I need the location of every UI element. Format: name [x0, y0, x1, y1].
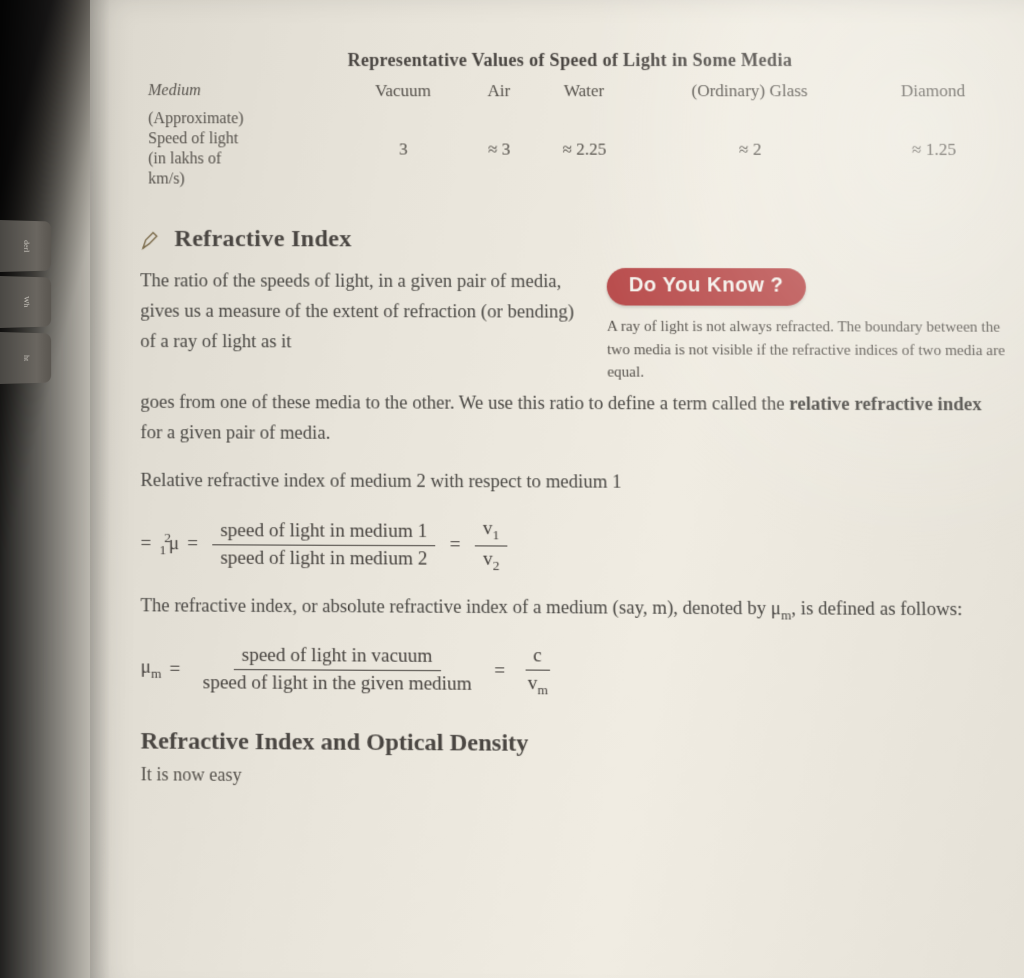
- section-heading-refractive-index: Refractive Index: [140, 226, 1005, 255]
- eq-sign-1: =: [187, 533, 198, 555]
- speed-of-light-table-wrap: Representative Values of Speed of Light …: [140, 50, 1004, 195]
- continued-b: for a given pair of media.: [140, 423, 330, 444]
- row-label-kms: km/s): [148, 170, 185, 187]
- right-column-callout: Do You Know ? A ray of light is not alwa…: [606, 268, 1007, 385]
- mu-m-symbol: μm: [141, 656, 162, 681]
- relative-ri-intro: Relative refractive index of medium 2 wi…: [140, 465, 1009, 499]
- table-header-row: Medium Vacuum Air Water (Ordinary) Glass…: [140, 77, 1003, 105]
- callout-body-text: A ray of light is not always refracted. …: [607, 316, 1007, 386]
- denominator-words-2: speed of light in the given medium: [195, 670, 481, 698]
- section-title-text: Refractive Index: [174, 226, 351, 254]
- row-label-speed-text: Speed of light: [148, 130, 238, 147]
- left-column-para: The ratio of the speeds of light, in a g…: [140, 267, 578, 359]
- numerator-words: speed of light in medium 1: [212, 518, 435, 546]
- numerator-v1: v1: [475, 516, 508, 547]
- mu-symbol: 12μ: [159, 530, 179, 559]
- v1-sub: 1: [492, 527, 499, 542]
- row-label-speed: (Approximate) Speed of light (in lakhs o…: [140, 105, 341, 194]
- mu-letter-2: μ: [141, 656, 151, 678]
- numerator-words-2: speed of light in vacuum: [234, 643, 441, 672]
- abs-intro-a: The refractive index, or absolute refrac…: [141, 596, 782, 619]
- mu-m-sub-2: m: [151, 666, 161, 681]
- trailing-cutoff-text: It is now easy: [141, 764, 1014, 791]
- absolute-ri-intro: The refractive index, or absolute refrac…: [141, 591, 1011, 627]
- col-diamond: Diamond: [864, 77, 1003, 105]
- fraction-v1-v2: v1 v2: [475, 516, 508, 576]
- continued-paragraph: goes from one of these media to the othe…: [140, 387, 1008, 452]
- abs-intro-b: , is defined as follows:: [791, 599, 962, 620]
- spine-tab: Wh: [0, 276, 51, 328]
- table-value-row: (Approximate) Speed of light (in lakhs o…: [140, 105, 1004, 194]
- continued-a: goes from one of these media to the othe…: [140, 392, 789, 414]
- term-relative-refractive-index: relative refractive index: [789, 394, 982, 415]
- spine-tab: derl: [0, 220, 51, 272]
- denominator-vm: vm: [519, 670, 556, 700]
- v2-sub: 2: [493, 557, 500, 572]
- pencil-icon: [140, 228, 162, 250]
- speed-of-light-table: Medium Vacuum Air Water (Ordinary) Glass…: [140, 77, 1004, 194]
- spine-tab: ht: [0, 332, 51, 384]
- vm-sub: m: [537, 681, 548, 696]
- do-you-know-badge: Do You Know ?: [606, 268, 806, 306]
- col-glass: (Ordinary) Glass: [636, 77, 864, 105]
- two-column-block: The ratio of the speeds of light, in a g…: [140, 267, 1007, 385]
- row-label-approx: (Approximate): [148, 110, 243, 127]
- book-spine-tabs: derl Wh ht: [0, 220, 60, 384]
- row-label-medium: Medium: [140, 77, 341, 105]
- val-air: ≈ 3: [465, 105, 533, 194]
- eq-sign-4: =: [494, 660, 505, 683]
- eq-sign-pre: =: [140, 533, 151, 555]
- fraction-words-2: speed of light in vacuum speed of light …: [194, 642, 480, 698]
- v2-letter: v: [483, 548, 493, 570]
- col-air: Air: [465, 77, 532, 105]
- absolute-ri-formula: μm = speed of light in vacuum speed of l…: [141, 641, 1013, 703]
- section-title-optical-density: Refractive Index and Optical Density: [141, 728, 1014, 761]
- relative-ri-formula: = 12μ = speed of light in medium 1 speed…: [140, 515, 1010, 579]
- val-glass: ≈ 2: [636, 105, 865, 194]
- vm-letter: v: [528, 672, 538, 694]
- val-diamond: ≈ 1.25: [864, 105, 1004, 194]
- v1-letter: v: [483, 518, 493, 539]
- val-water: ≈ 2.25: [533, 105, 637, 194]
- mu-m-sub: m: [781, 606, 791, 621]
- table-title: Representative Values of Speed of Light …: [140, 50, 1002, 71]
- col-water: Water: [532, 77, 635, 105]
- numerator-c: c: [525, 643, 550, 671]
- mu-letter: μ: [169, 534, 179, 555]
- textbook-page: Representative Values of Speed of Light …: [90, 0, 1024, 978]
- val-vacuum: 3: [341, 105, 466, 194]
- col-vacuum: Vacuum: [341, 77, 466, 105]
- eq-sign-3: =: [169, 658, 180, 681]
- eq-sign-2: =: [450, 534, 461, 557]
- denominator-v2: v2: [475, 546, 508, 576]
- row-label-lakhs: (in lakhs of: [148, 150, 221, 167]
- fraction-c-vm: c vm: [519, 643, 556, 700]
- fraction-words: speed of light in medium 1 speed of ligh…: [212, 518, 435, 573]
- denominator-words: speed of light in medium 2: [212, 545, 435, 572]
